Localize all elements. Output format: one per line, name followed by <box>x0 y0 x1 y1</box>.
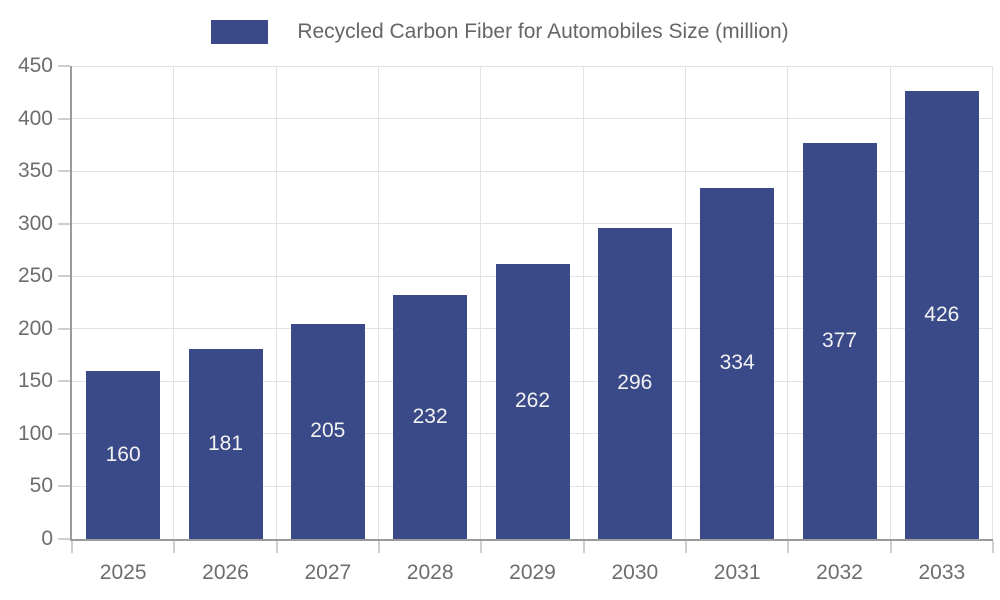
y-axis-tick-label: 450 <box>17 54 53 77</box>
y-axis-tick <box>58 432 70 435</box>
x-axis-tick <box>275 541 278 553</box>
bar <box>904 91 979 539</box>
y-axis-tick-label: 350 <box>17 159 53 183</box>
gridline-h <box>72 223 993 225</box>
gridline-v <box>787 66 789 539</box>
y-axis-tick <box>58 538 70 540</box>
gridline-v <box>582 66 584 539</box>
bar-value-label: 205 <box>310 419 346 443</box>
bar <box>86 370 161 539</box>
bar-value-label: 334 <box>719 351 755 375</box>
y-axis-tick <box>58 380 70 383</box>
x-axis-tick-label: 2030 <box>611 561 659 584</box>
y-axis-tick-label: 100 <box>17 421 53 445</box>
x-axis-tick <box>71 541 73 553</box>
legend[interactable]: Recycled Carbon Fiber for Automobiles Si… <box>0 20 1000 44</box>
y-axis-tick <box>58 117 70 120</box>
bar-value-label: 296 <box>617 371 653 395</box>
y-axis-tick-label: 150 <box>17 369 53 393</box>
gridline-v <box>173 66 175 539</box>
bar <box>188 348 263 539</box>
y-axis-tick-label: 300 <box>17 211 53 235</box>
bar <box>700 187 775 539</box>
y-axis-tick-label: 0 <box>41 527 53 550</box>
x-axis-tick <box>685 541 687 553</box>
x-axis-tick <box>992 541 994 553</box>
bar-value-label: 262 <box>514 389 551 413</box>
y-axis-tick <box>58 275 70 278</box>
x-axis-tick <box>480 541 483 553</box>
y-axis-tick <box>58 65 70 67</box>
plot-area: 160 181 205 232 262 296 334 377 426 <box>70 65 993 541</box>
bar <box>290 323 365 539</box>
x-axis-tick-label: 2032 <box>816 561 863 584</box>
y-axis-tick-label: 50 <box>29 474 53 498</box>
bar <box>802 142 877 539</box>
bar <box>597 227 672 539</box>
x-axis-tick-label: 2028 <box>406 561 454 584</box>
x-axis-tick-label: 2031 <box>713 561 761 584</box>
y-axis-tick <box>58 485 70 488</box>
y-axis-tick <box>58 327 70 330</box>
legend-label: Recycled Carbon Fiber for Automobiles Si… <box>297 20 789 43</box>
y-axis-tick-label: 400 <box>17 106 53 130</box>
y-axis-tick <box>58 222 70 225</box>
x-axis-tick <box>787 541 790 553</box>
gridline-v <box>480 66 482 539</box>
gridline-h <box>72 118 993 120</box>
x-axis-tick <box>889 541 892 553</box>
x-axis-tick <box>378 541 380 553</box>
bar-value-label: 232 <box>412 405 448 429</box>
x-axis-tick <box>582 541 585 553</box>
bar-value-label: 377 <box>821 328 858 352</box>
gridline-h <box>72 65 993 67</box>
gridline-v <box>378 66 379 539</box>
bar-value-label: 160 <box>105 442 141 466</box>
legend-swatch <box>211 20 269 44</box>
gridline-h <box>72 170 993 172</box>
gridline-v <box>275 66 277 539</box>
bar <box>393 295 468 539</box>
x-axis-tick <box>173 541 176 553</box>
gridline-v <box>889 66 891 539</box>
x-axis-tick-label: 2026 <box>202 561 249 584</box>
x-axis-tick-label: 2029 <box>509 561 556 584</box>
gridline-v <box>685 66 686 539</box>
y-axis-tick <box>58 170 70 173</box>
bar-value-label: 426 <box>924 303 960 327</box>
x-axis-tick-label: 2033 <box>918 561 966 584</box>
y-axis-tick-label: 200 <box>17 316 53 340</box>
y-axis-tick-label: 250 <box>17 264 53 288</box>
bar <box>495 263 570 539</box>
x-axis-tick-label: 2025 <box>99 561 147 584</box>
gridline-v <box>992 66 993 539</box>
x-axis-tick-label: 2027 <box>304 561 352 584</box>
bar-value-label: 181 <box>207 431 244 455</box>
